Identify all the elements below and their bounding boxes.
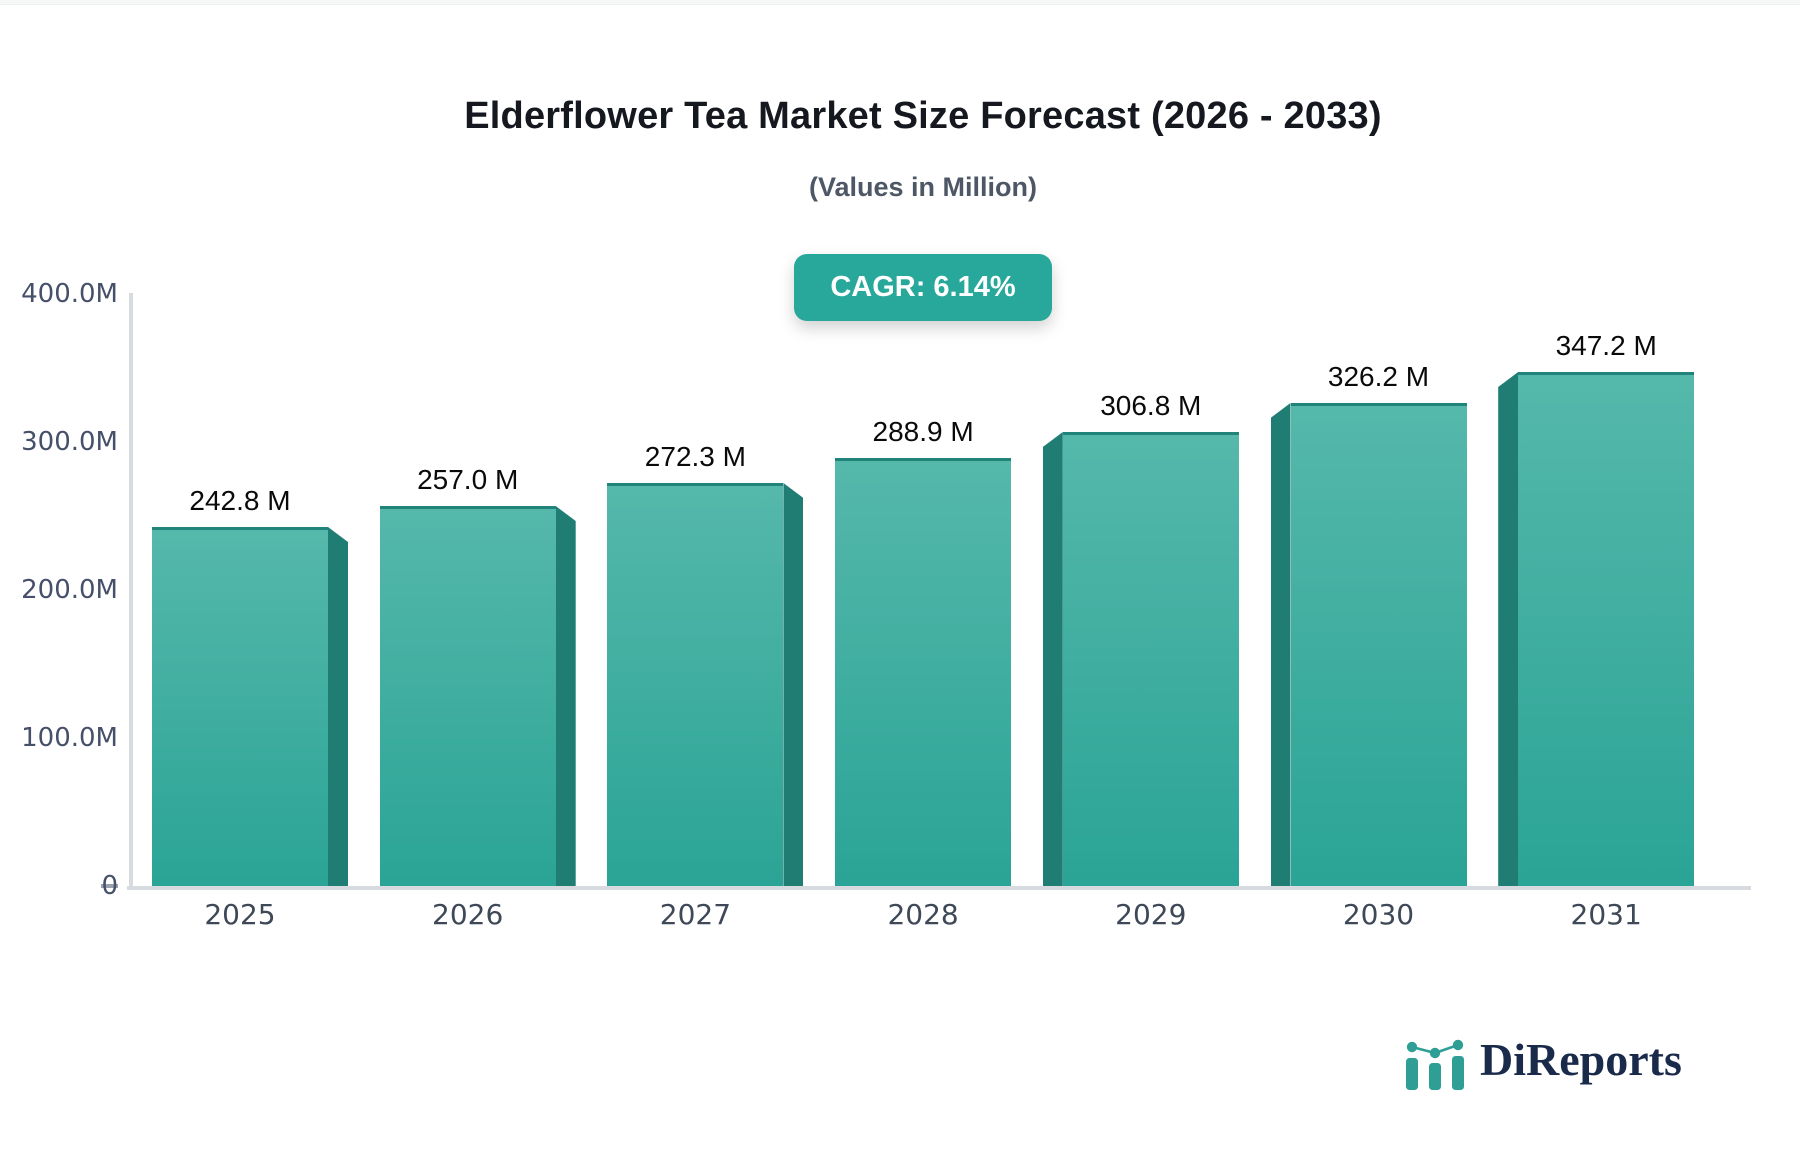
bar-side-face: [1042, 432, 1063, 886]
y-axis-tick-label: 200.0M: [21, 575, 118, 605]
bar-2025: [152, 527, 328, 886]
bar-2030: [1290, 403, 1467, 886]
x-axis-tick-label: 2030: [1342, 898, 1415, 931]
bar-value-label: 257.0 M: [417, 464, 519, 495]
chart-subtitle: (Values in Million): [808, 172, 1038, 202]
direports-logo: DiReports: [1404, 1034, 1682, 1090]
bar-side-face: [783, 483, 804, 886]
bar-value-label: 272.3 M: [644, 441, 746, 472]
bar-2029: [1062, 432, 1239, 886]
x-axis-tick-label: 2026: [432, 898, 504, 931]
y-axis-tick-label: 300.0M: [21, 427, 118, 457]
y-axis-tick-label: 0: [101, 871, 118, 901]
bar-value-label: 242.8 M: [189, 485, 291, 516]
y-axis-line: [129, 293, 133, 890]
bar-2026: [379, 506, 556, 886]
zero-tick-mark: [101, 884, 118, 888]
bar-side-face: [1498, 372, 1519, 886]
bar-value-label: 326.2 M: [1327, 361, 1430, 392]
x-axis-tick-label: 2031: [1570, 898, 1642, 931]
x-axis-tick-label: 2027: [659, 898, 732, 931]
bar-side-face: [555, 506, 576, 886]
bar-value-label: 347.2 M: [1555, 330, 1657, 361]
y-axis-tick-label: 100.0M: [21, 723, 118, 753]
bar-2028: [835, 458, 1012, 886]
x-axis-tick-label: 2028: [887, 898, 959, 931]
x-axis-line: [127, 886, 1751, 890]
y-axis-tick-label: 400.0M: [21, 279, 118, 309]
mini-bar-chart-icon: [1406, 1039, 1464, 1090]
bar-side-face: [1270, 403, 1291, 886]
bar-side-face: [328, 527, 348, 886]
bar-2027: [607, 483, 784, 886]
chart-title: Elderflower Tea Market Size Forecast (20…: [464, 95, 1382, 137]
x-axis-tick-label: 2029: [1115, 898, 1187, 931]
bar-2031: [1518, 372, 1695, 886]
logo-text: DiReports: [1480, 1034, 1682, 1085]
x-axis-tick-label: 2025: [204, 898, 276, 931]
bar-value-label: 288.9 M: [872, 416, 974, 447]
cagr-badge: CAGR: 6.14%: [794, 254, 1052, 321]
cagr-badge-wrapper: CAGR: 6.14%: [46, 254, 1800, 321]
bar-value-label: 306.8 M: [1100, 390, 1202, 421]
page-top-border: [0, 0, 1800, 5]
